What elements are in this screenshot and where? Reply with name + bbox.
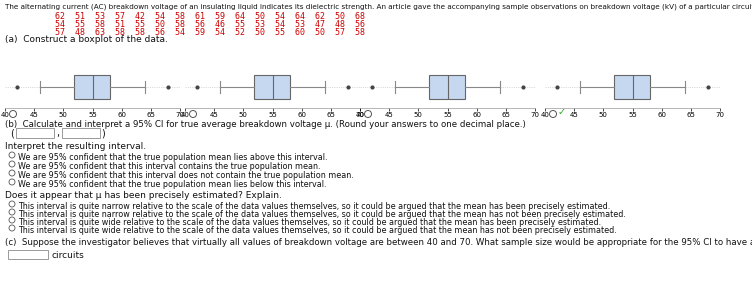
Text: (: ( bbox=[10, 128, 14, 138]
Bar bbox=[8, 250, 48, 259]
Text: We are 95% confident that this interval does not contain the true population mea: We are 95% confident that this interval … bbox=[18, 171, 353, 180]
PathPatch shape bbox=[74, 76, 110, 98]
Text: (a)  Construct a boxplot of the data.: (a) Construct a boxplot of the data. bbox=[5, 35, 168, 44]
Text: circuits: circuits bbox=[52, 251, 85, 260]
Text: This interval is quite wide relative to the scale of the data values themselves,: This interval is quite wide relative to … bbox=[18, 218, 601, 227]
PathPatch shape bbox=[614, 76, 650, 98]
Bar bbox=[16, 128, 54, 138]
PathPatch shape bbox=[429, 76, 465, 98]
Text: We are 95% confident that the true population mean lies below this interval.: We are 95% confident that the true popul… bbox=[18, 180, 326, 189]
Text: This interval is quite wide relative to the scale of the data values themselves,: This interval is quite wide relative to … bbox=[18, 226, 617, 235]
Text: 62  51  53  57  42  54  58  61  59  64  50  54  64  62  50  68: 62 51 53 57 42 54 58 61 59 64 50 54 64 6… bbox=[55, 12, 365, 21]
Text: ✓: ✓ bbox=[558, 107, 566, 117]
Text: ): ) bbox=[101, 128, 105, 138]
Text: 57  48  63  58  58  56  54  59  54  52  50  55  60  50  57  58: 57 48 63 58 58 56 54 59 54 52 50 55 60 5… bbox=[55, 28, 365, 37]
Text: Interpret the resulting interval.: Interpret the resulting interval. bbox=[5, 142, 146, 151]
Text: We are 95% confident that the true population mean lies above this interval.: We are 95% confident that the true popul… bbox=[18, 153, 328, 162]
PathPatch shape bbox=[253, 76, 290, 98]
Text: We are 95% confident that this interval contains the true population mean.: We are 95% confident that this interval … bbox=[18, 162, 320, 171]
Text: ,: , bbox=[56, 128, 59, 138]
Text: (c)  Suppose the investigator believes that virtually all values of breakdown vo: (c) Suppose the investigator believes th… bbox=[5, 238, 752, 247]
Text: This interval is quite narrow relative to the scale of the data values themselve: This interval is quite narrow relative t… bbox=[18, 202, 611, 211]
Text: This interval is quite narrow relative to the scale of the data values themselve: This interval is quite narrow relative t… bbox=[18, 210, 626, 219]
Text: Does it appear that μ has been precisely estimated? Explain.: Does it appear that μ has been precisely… bbox=[5, 191, 282, 200]
Text: (b)  Calculate and interpret a 95% CI for true average breakdown voltage μ. (Rou: (b) Calculate and interpret a 95% CI for… bbox=[5, 120, 526, 129]
Text: The alternating current (AC) breakdown voltage of an insulating liquid indicates: The alternating current (AC) breakdown v… bbox=[5, 3, 752, 9]
Bar bbox=[62, 128, 100, 138]
Text: 54  55  58  51  55  50  58  56  46  55  53  54  53  47  48  56: 54 55 58 51 55 50 58 56 46 55 53 54 53 4… bbox=[55, 20, 365, 29]
